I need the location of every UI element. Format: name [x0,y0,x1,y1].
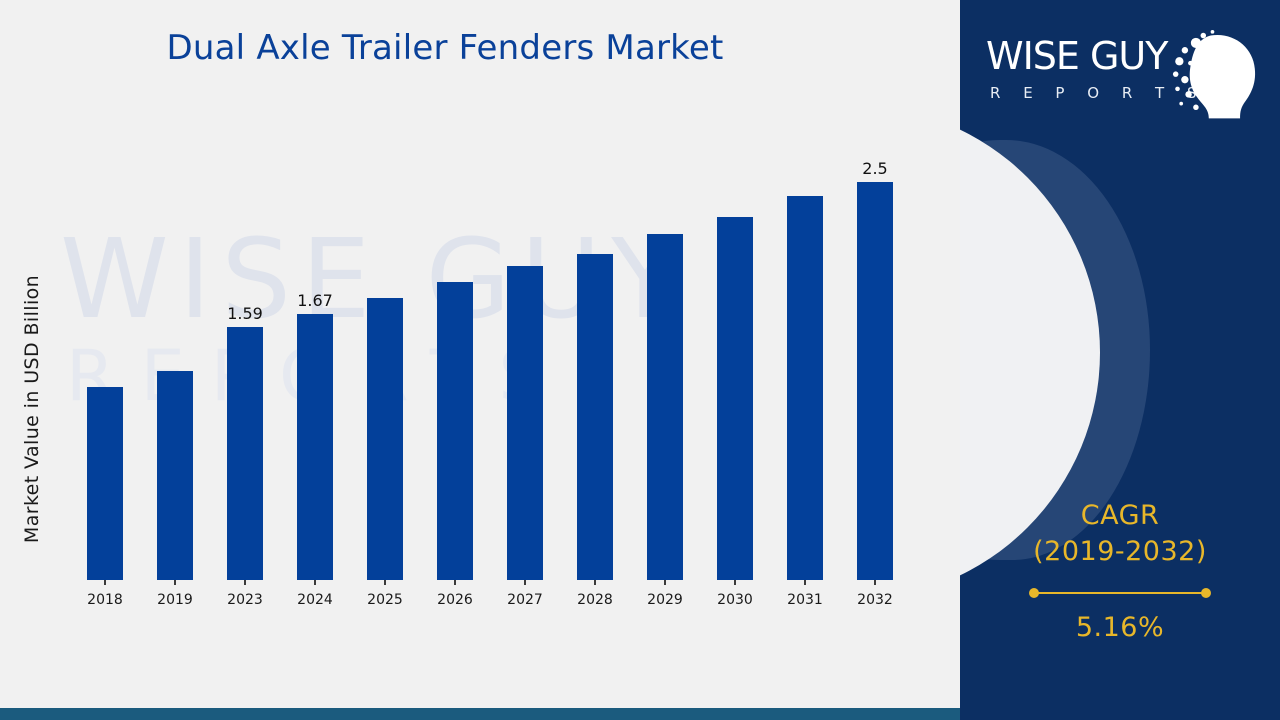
bar-group: 2028 [560,150,630,608]
bar-2027 [507,266,543,580]
x-axis-tick-label-2030: 2030 [717,592,753,608]
x-axis-tick [454,580,456,585]
x-axis-tick-label-2029: 2029 [647,592,683,608]
x-axis-tick-label-2032: 2032 [857,592,893,608]
x-axis-tick [804,580,806,585]
bar-group: 2030 [700,150,770,608]
x-axis-tick [314,580,316,585]
bar-group: 1.59 2023 [210,150,280,608]
bar-2019 [157,371,193,580]
bar-group: 2026 [420,150,490,608]
bar-group: 1.67 2024 [280,150,350,608]
x-axis-tick [104,580,106,585]
head-profile-dots-icon [1172,30,1256,119]
divider-dot-right [1201,588,1211,598]
x-axis-tick [594,580,596,585]
bar-group: 2018 [70,150,140,608]
bar-group: 2025 [350,150,420,608]
x-axis-tick [174,580,176,585]
x-axis-tick-label-2027: 2027 [507,592,543,608]
y-axis-label: Market Value in USD Billion [21,274,43,544]
page-title: Dual Axle Trailer Fenders Market [166,28,724,68]
bar-group: 2.5 2032 [840,150,910,608]
x-axis-tick-label-2019: 2019 [157,592,193,608]
x-axis-tick [524,580,526,585]
x-axis-tick [244,580,246,585]
cagr-range: (2019-2032) [1033,536,1207,567]
bar-2031 [787,196,823,580]
x-axis-tick-label-2024: 2024 [297,592,333,608]
bar-value-label-2023: 1.59 [227,303,263,323]
brand-logo: WISE GUY R E P O R T S [978,30,1268,122]
x-axis-tick [874,580,876,585]
logo-subtitle: R E P O R T S [990,84,1206,102]
bar-2023 [227,326,263,580]
x-axis-tick-label-2023: 2023 [227,592,263,608]
bar-2024 [297,314,333,580]
x-axis-tick-label-2026: 2026 [437,592,473,608]
x-axis-tick-label-2031: 2031 [787,592,823,608]
bar-2030 [717,216,753,580]
bar-value-label-2032: 2.5 [862,158,888,178]
x-axis-tick [734,580,736,585]
bar-group: 2031 [770,150,840,608]
x-axis-tick-label-2028: 2028 [577,592,613,608]
brand-panel: WISE GUY R E P O R T S CAGR (2019-2032) [960,0,1280,720]
bar-2028 [577,253,613,580]
bar-2025 [367,298,403,580]
bar-value-label-2024: 1.67 [297,291,333,311]
x-axis-tick [664,580,666,585]
bar-group: 2029 [630,150,700,608]
bar-group: 2019 [140,150,210,608]
cagr-title: CAGR [1080,500,1160,531]
chart-panel: Dual Axle Trailer Fenders Market WISE GU… [21,28,920,608]
x-axis-tick [384,580,386,585]
bar-2026 [437,282,473,580]
footer-accent-bar [0,708,960,720]
bar-2018 [87,387,123,580]
bar-2029 [647,234,683,580]
x-axis-tick-label-2018: 2018 [87,592,123,608]
logo-wordmark: WISE GUY [986,34,1168,78]
divider-line [1034,592,1206,594]
x-axis-tick-label-2025: 2025 [367,592,403,608]
cagr-value: 5.16% [1075,612,1165,643]
cagr-divider [1029,588,1211,598]
cagr-block: CAGR (2019-2032) 5.16% [960,498,1280,643]
plot-area: 2018 2019 1.59 2023 1.67 2024 2025 2026 2027 2028… [70,150,920,608]
bar-2032 [857,181,893,580]
bar-group: 2027 [490,150,560,608]
